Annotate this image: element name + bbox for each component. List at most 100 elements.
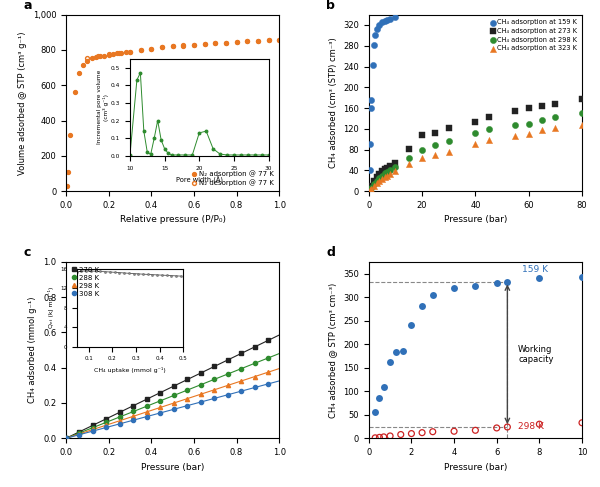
Point [374, 433, 384, 441]
Point [428, 428, 437, 435]
Text: Working
capacity: Working capacity [518, 345, 554, 364]
CH₄ adsorption at 298 K [470, 129, 480, 137]
CH₄ adsorption at 159 K [367, 96, 376, 104]
Line: 298 K: 298 K [64, 370, 271, 440]
278 K [116, 409, 124, 415]
298 K [76, 431, 83, 437]
288 K [103, 419, 110, 425]
N₂ adsorption @ 77 K [105, 52, 112, 57]
CH₄ adsorption at 273 K [374, 170, 384, 178]
N₂ adsorption @ 77 K [233, 39, 240, 45]
298 K [170, 400, 178, 406]
298 K [62, 435, 70, 441]
CH₄ adsorption at 298 K [444, 137, 454, 145]
N₂ desorption @ 77 K [190, 42, 197, 48]
278 K [143, 396, 151, 402]
N₂ desorption @ 77 K [94, 53, 101, 59]
N₂ adsorption @ 77 K [275, 37, 283, 43]
CH₄ adsorption at 159 K [364, 185, 374, 192]
N₂ desorption @ 77 K [148, 46, 155, 52]
CH₄ adsorption at 273 K [377, 168, 387, 175]
Point [370, 409, 380, 416]
CH₄ adsorption at 298 K [391, 163, 400, 171]
288 K [89, 425, 97, 431]
Legend: N₂ adsorption @ 77 K, N₂ desorption @ 77 K: N₂ adsorption @ 77 K, N₂ desorption @ 77… [190, 169, 276, 187]
Point [379, 433, 389, 441]
N₂ adsorption @ 77 K [113, 51, 121, 56]
CH₄ adsorption at 323 K [377, 175, 387, 183]
288 K [62, 435, 70, 441]
N₂ adsorption @ 77 K [92, 55, 100, 60]
Legend: CH₄ adsorption at 159 K, CH₄ adsorption at 273 K, CH₄ adsorption at 298 K, CH₄ a: CH₄ adsorption at 159 K, CH₄ adsorption … [490, 18, 578, 53]
X-axis label: Pressure (bar): Pressure (bar) [141, 463, 204, 471]
288 K [224, 371, 232, 377]
Y-axis label: Volume adsorbed @ STP (cm³ g⁻¹): Volume adsorbed @ STP (cm³ g⁻¹) [18, 31, 27, 175]
288 K [76, 430, 83, 436]
CH₄ adsorption at 323 K [577, 121, 587, 129]
278 K [197, 370, 205, 376]
288 K [143, 403, 151, 409]
N₂ adsorption @ 77 K [212, 40, 219, 46]
CH₄ adsorption at 298 K [383, 168, 392, 176]
308 K [89, 428, 97, 434]
CH₄ adsorption at 323 K [380, 173, 389, 181]
288 K [265, 355, 272, 361]
X-axis label: Pressure (bar): Pressure (bar) [444, 215, 507, 225]
278 K [251, 344, 259, 350]
CH₄ adsorption at 273 K [367, 182, 376, 190]
N₂ desorption @ 77 K [169, 43, 176, 49]
298 K [184, 395, 191, 401]
CH₄ adsorption at 323 K [484, 136, 494, 144]
288 K [197, 382, 205, 388]
CH₄ adsorption at 273 K [404, 145, 413, 152]
Point [407, 430, 416, 437]
288 K [170, 393, 178, 398]
Line: N₂ desorption @ 77 K: N₂ desorption @ 77 K [85, 38, 281, 60]
Text: d: d [326, 246, 335, 260]
298 K [89, 427, 97, 432]
CH₄ adsorption at 159 K [366, 104, 376, 112]
N₂ adsorption @ 77 K [265, 37, 272, 43]
308 K [211, 395, 218, 401]
CH₄ adsorption at 298 K [372, 177, 382, 185]
Point [407, 321, 416, 329]
CH₄ adsorption at 273 K [470, 118, 480, 126]
288 K [184, 387, 191, 393]
CH₄ adsorption at 273 K [484, 113, 494, 121]
CH₄ adsorption at 323 K [385, 170, 395, 178]
308 K [157, 410, 164, 416]
Line: 288 K: 288 K [64, 356, 271, 440]
308 K [143, 413, 151, 419]
Y-axis label: CH₄ adsorbed (cm³ (STP) cm⁻³): CH₄ adsorbed (cm³ (STP) cm⁻³) [329, 37, 338, 168]
278 K [130, 403, 137, 409]
CH₄ adsorption at 273 K [511, 107, 520, 114]
Point [396, 431, 406, 438]
CH₄ adsorption at 273 K [537, 102, 547, 110]
CH₄ adsorption at 298 K [365, 186, 375, 193]
Point [417, 429, 427, 436]
Point [385, 432, 395, 440]
N₂ adsorption @ 77 K [118, 50, 125, 56]
Legend: 278 K, 288 K, 298 K, 308 K: 278 K, 288 K, 298 K, 308 K [70, 265, 101, 298]
288 K [211, 376, 218, 382]
N₂ adsorption @ 77 K [67, 131, 74, 137]
308 K [170, 406, 178, 412]
278 K [170, 383, 178, 389]
Y-axis label: CH₄ adsorbed (mmol g⁻¹): CH₄ adsorbed (mmol g⁻¹) [28, 297, 37, 403]
308 K [197, 399, 205, 405]
X-axis label: Relative pressure (P/P₀): Relative pressure (P/P₀) [119, 215, 226, 225]
Text: 159 K: 159 K [522, 264, 548, 274]
308 K [224, 392, 232, 398]
N₂ desorption @ 77 K [179, 42, 187, 48]
CH₄ adsorption at 273 K [444, 124, 454, 131]
CH₄ adsorption at 323 K [374, 177, 384, 185]
CH₄ adsorption at 298 K [511, 121, 520, 129]
N₂ adsorption @ 77 K [84, 58, 91, 64]
298 K [103, 422, 110, 428]
298 K [251, 374, 259, 379]
298 K [211, 387, 218, 393]
N₂ desorption @ 77 K [212, 40, 219, 46]
278 K [224, 357, 232, 363]
N₂ adsorption @ 77 K [158, 44, 166, 50]
CH₄ adsorption at 323 K [391, 168, 400, 175]
